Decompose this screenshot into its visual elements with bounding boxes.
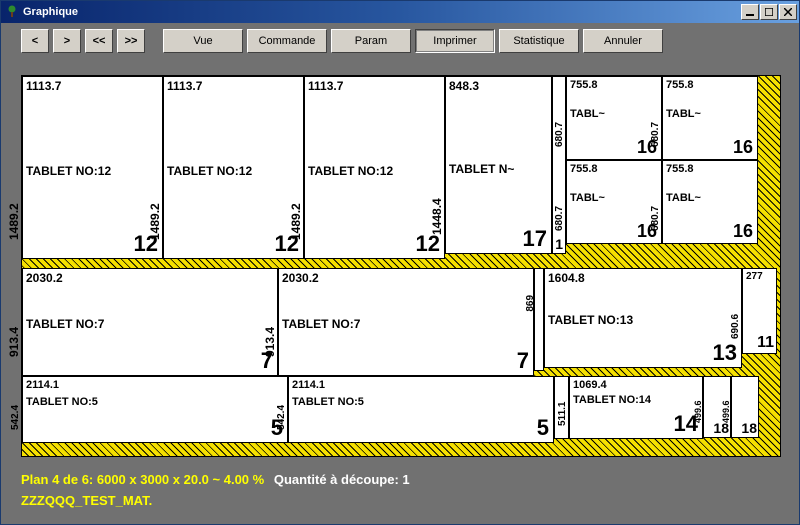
piece-id: 16 bbox=[733, 137, 753, 158]
piece-label: TABLET NO:13 bbox=[548, 313, 633, 327]
piece-width: 277 bbox=[746, 271, 763, 282]
piece-width: 1604.8 bbox=[548, 271, 585, 285]
piece-id: 17 bbox=[523, 226, 547, 252]
piece-label: TABL~ bbox=[666, 192, 701, 204]
piece-height: 680.7 bbox=[650, 206, 661, 231]
piece-id: 7 bbox=[517, 348, 529, 374]
piece-height: 542.4 bbox=[10, 405, 21, 430]
material-code: ZZZQQQ_TEST_MAT. bbox=[21, 493, 410, 508]
close-button[interactable] bbox=[779, 4, 797, 20]
piece-height: 1489.2 bbox=[7, 203, 21, 240]
piece-17: 848.3 TABLET N~ 1448.4 17 bbox=[445, 76, 552, 254]
piece-label: TABL~ bbox=[570, 108, 605, 120]
piece-height: 1489.2 bbox=[289, 203, 303, 240]
piece-height: 913.4 bbox=[263, 327, 277, 357]
piece-id: 18 bbox=[741, 420, 757, 436]
piece-label: TABLET N~ bbox=[449, 162, 514, 176]
piece-width: 2030.2 bbox=[26, 271, 63, 285]
cutting-canvas: 1113.7 TABLET NO:12 1489.2 12 1113.7 TAB… bbox=[21, 75, 781, 457]
piece-13: 1604.8 TABLET NO:13 13 bbox=[544, 268, 742, 368]
titlebar: Graphique bbox=[1, 1, 799, 23]
footer: Plan 4 de 6: 6000 x 3000 x 20.0 ~ 4.00 %… bbox=[21, 472, 410, 508]
nav-back-button[interactable]: << bbox=[85, 29, 113, 53]
piece-width: 2114.1 bbox=[26, 379, 59, 391]
piece-width: 848.3 bbox=[449, 79, 479, 93]
tree-icon bbox=[5, 5, 19, 19]
piece-14: 1069.4 TABLET NO:14 511.1 14 bbox=[569, 376, 703, 439]
piece-label: TABLET NO:7 bbox=[26, 317, 104, 331]
piece-label: TABL~ bbox=[570, 192, 605, 204]
piece-height: 542.4 bbox=[276, 405, 287, 430]
piece-16-d: 755.8 TABL~ 680.7 16 bbox=[662, 160, 758, 244]
piece-label: TABLET NO:12 bbox=[167, 164, 252, 178]
param-button[interactable]: Param bbox=[331, 29, 411, 53]
piece-height: 1448.4 bbox=[430, 198, 444, 235]
piece-width: 1113.7 bbox=[26, 79, 61, 93]
statistique-button[interactable]: Statistique bbox=[499, 29, 579, 53]
piece-height: 690.6 bbox=[730, 314, 741, 339]
piece-height: 499.6 bbox=[693, 400, 703, 423]
maximize-button[interactable] bbox=[760, 4, 778, 20]
piece-label: TABLET NO:5 bbox=[26, 396, 98, 408]
piece-width: 1113.7 bbox=[308, 79, 343, 93]
piece-id: 13 bbox=[713, 340, 737, 366]
piece-label: TABLET NO:5 bbox=[292, 396, 364, 408]
piece-12-b: 1113.7 TABLET NO:12 1489.2 12 bbox=[163, 76, 304, 259]
piece-width: 755.8 bbox=[666, 163, 694, 175]
piece-width: 755.8 bbox=[570, 163, 598, 175]
imprimer-button[interactable]: Imprimer bbox=[415, 29, 495, 53]
toolbar: < > << >> Vue Commande Param Imprimer St… bbox=[1, 23, 799, 59]
piece-strip-r2: 869 bbox=[534, 268, 544, 371]
piece-width: 1113.7 bbox=[167, 79, 202, 93]
piece-height: 1489.2 bbox=[148, 203, 162, 240]
piece-12-c: 1113.7 TABLET NO:12 1489.2 12 bbox=[304, 76, 445, 259]
piece-width: 755.8 bbox=[666, 79, 694, 91]
plan-summary: Plan 4 de 6: 6000 x 3000 x 20.0 ~ 4.00 % bbox=[21, 472, 264, 487]
window-controls bbox=[741, 4, 797, 20]
piece-label: TABLET NO:12 bbox=[308, 164, 393, 178]
piece-label: TABLET NO:7 bbox=[282, 317, 360, 331]
piece-label: TABL~ bbox=[666, 108, 701, 120]
piece-16-a: 755.8 TABL~ 680.7 16 bbox=[566, 76, 662, 160]
piece-7-b: 2030.2 TABLET NO:7 913.4 7 bbox=[278, 268, 534, 376]
annuler-button[interactable]: Annuler bbox=[583, 29, 663, 53]
piece-height: 499.6 bbox=[721, 400, 731, 423]
piece-id: 16 bbox=[733, 221, 753, 242]
piece-width: 1069.4 bbox=[573, 379, 607, 391]
piece-18-b: 499.6 18 bbox=[731, 376, 759, 438]
piece-12-a: 1113.7 TABLET NO:12 1489.2 12 bbox=[22, 76, 163, 259]
window-title: Graphique bbox=[23, 6, 78, 18]
nav-next-button[interactable]: > bbox=[53, 29, 81, 53]
piece-5-a: 2114.1 TABLET NO:5 542.4 5 bbox=[22, 376, 288, 443]
piece-height: 511.1 bbox=[557, 402, 568, 426]
piece-11: 277 690.6 11 bbox=[742, 268, 777, 354]
window-frame: Graphique < > << >> Vue Commande Param I… bbox=[0, 0, 800, 525]
cut-quantity: Quantité à découpe: 1 bbox=[274, 472, 410, 487]
minimize-button[interactable] bbox=[741, 4, 759, 20]
piece-id: 5 bbox=[537, 415, 549, 441]
piece-16-b: 755.8 TABL~ 680.7 16 bbox=[662, 76, 758, 160]
piece-height: 680.7 bbox=[554, 206, 565, 231]
piece-width: 2114.1 bbox=[292, 379, 325, 391]
commande-button[interactable]: Commande bbox=[247, 29, 327, 53]
piece-height: 680.7 bbox=[650, 122, 661, 147]
piece-label: TABLET NO:12 bbox=[26, 164, 111, 178]
piece-id: 1 bbox=[555, 236, 563, 252]
nav-last-button[interactable]: >> bbox=[117, 29, 145, 53]
piece-16-c: 755.8 TABL~ 680.7 16 bbox=[566, 160, 662, 244]
piece-height: 680.7 bbox=[554, 122, 565, 147]
nav-first-button[interactable]: < bbox=[21, 29, 49, 53]
piece-width: 2030.2 bbox=[282, 271, 319, 285]
piece-height: 913.4 bbox=[7, 327, 21, 357]
piece-label: TABLET NO:14 bbox=[573, 394, 651, 406]
piece-width: 755.8 bbox=[570, 79, 598, 91]
piece-height: 869 bbox=[525, 294, 536, 311]
piece-7-a: 2030.2 TABLET NO:7 913.4 7 bbox=[22, 268, 278, 376]
titlebar-left: Graphique bbox=[3, 5, 78, 19]
piece-id: 11 bbox=[757, 334, 774, 352]
vue-button[interactable]: Vue bbox=[163, 29, 243, 53]
piece-5-b: 2114.1 TABLET NO:5 542.4 5 bbox=[288, 376, 554, 443]
